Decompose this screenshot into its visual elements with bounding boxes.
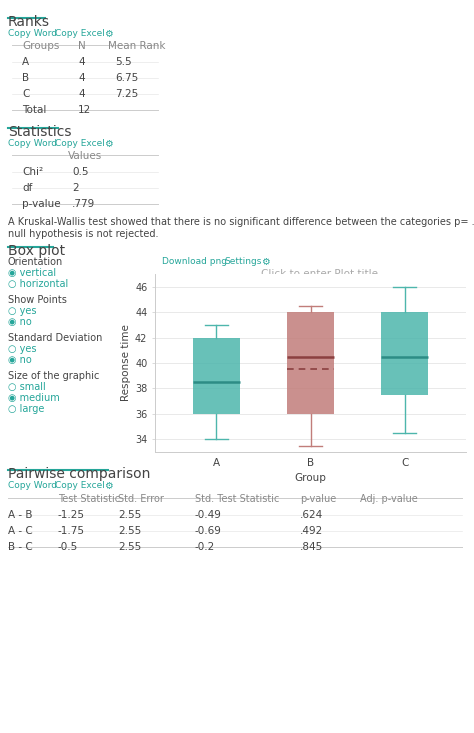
Text: ○ large: ○ large bbox=[8, 404, 45, 414]
Text: p-value: p-value bbox=[300, 494, 336, 504]
Y-axis label: Response time: Response time bbox=[121, 325, 131, 402]
Text: 6.75: 6.75 bbox=[115, 73, 138, 83]
Text: Values: Values bbox=[68, 151, 102, 161]
Text: ○ small: ○ small bbox=[8, 382, 46, 392]
Text: Copy Word: Copy Word bbox=[8, 139, 57, 148]
Text: 4: 4 bbox=[78, 89, 85, 99]
Text: 7.25: 7.25 bbox=[115, 89, 138, 99]
Text: -0.69: -0.69 bbox=[195, 526, 222, 536]
FancyBboxPatch shape bbox=[193, 338, 240, 414]
Text: ◉ medium: ◉ medium bbox=[8, 393, 60, 403]
Text: A - B: A - B bbox=[8, 510, 33, 520]
Text: Ranks: Ranks bbox=[8, 15, 50, 29]
Text: Mean Rank: Mean Rank bbox=[108, 41, 165, 51]
Text: .779: .779 bbox=[72, 199, 95, 209]
Text: -0.5: -0.5 bbox=[58, 542, 78, 552]
Text: Orientation: Orientation bbox=[8, 257, 63, 267]
Text: 2.55: 2.55 bbox=[118, 526, 141, 536]
Text: Copy Excel: Copy Excel bbox=[55, 481, 105, 490]
Text: .624: .624 bbox=[300, 510, 323, 520]
Text: Std. Error: Std. Error bbox=[118, 494, 164, 504]
Text: Chi²: Chi² bbox=[22, 167, 43, 177]
Text: Show Points: Show Points bbox=[8, 295, 67, 305]
Text: 2.55: 2.55 bbox=[118, 510, 141, 520]
Text: Copy Word: Copy Word bbox=[8, 29, 57, 38]
Text: ○ yes: ○ yes bbox=[8, 306, 36, 316]
Text: p-value: p-value bbox=[22, 199, 61, 209]
Text: -1.75: -1.75 bbox=[58, 526, 85, 536]
Text: -0.2: -0.2 bbox=[195, 542, 215, 552]
FancyBboxPatch shape bbox=[287, 312, 334, 414]
Text: Standard Deviation: Standard Deviation bbox=[8, 333, 102, 343]
Text: ⚙: ⚙ bbox=[104, 29, 113, 39]
Text: 0.5: 0.5 bbox=[72, 167, 89, 177]
Text: 5.5: 5.5 bbox=[115, 57, 132, 67]
Text: 2.55: 2.55 bbox=[118, 542, 141, 552]
Text: 4: 4 bbox=[78, 57, 85, 67]
Text: 4: 4 bbox=[78, 73, 85, 83]
Text: -0.49: -0.49 bbox=[195, 510, 222, 520]
Text: null hypothesis is not rejected.: null hypothesis is not rejected. bbox=[8, 229, 158, 239]
Text: -1.25: -1.25 bbox=[58, 510, 85, 520]
Text: Copy Word: Copy Word bbox=[8, 481, 57, 490]
X-axis label: Group: Group bbox=[294, 473, 327, 483]
FancyBboxPatch shape bbox=[381, 312, 428, 395]
Text: Test Statistic: Test Statistic bbox=[58, 494, 120, 504]
Text: A Kruskal-Wallis test showed that there is no significant difference between the: A Kruskal-Wallis test showed that there … bbox=[8, 217, 474, 227]
Text: B - C: B - C bbox=[8, 542, 33, 552]
Text: 2: 2 bbox=[72, 183, 79, 193]
Text: .845: .845 bbox=[300, 542, 323, 552]
Text: ⚙: ⚙ bbox=[261, 257, 270, 267]
Text: C: C bbox=[22, 89, 29, 99]
Text: B: B bbox=[22, 73, 29, 83]
Text: N: N bbox=[78, 41, 86, 51]
Text: df: df bbox=[22, 183, 32, 193]
Text: ◉ vertical: ◉ vertical bbox=[8, 268, 56, 278]
Text: Click to enter Plot title: Click to enter Plot title bbox=[262, 269, 379, 279]
Text: A - C: A - C bbox=[8, 526, 33, 536]
Text: ◉ no: ◉ no bbox=[8, 317, 32, 327]
Text: .492: .492 bbox=[300, 526, 323, 536]
Text: ○ horizontal: ○ horizontal bbox=[8, 279, 68, 289]
Text: Pairwise comparison: Pairwise comparison bbox=[8, 467, 150, 481]
Text: Total: Total bbox=[22, 105, 46, 115]
Text: ○ yes: ○ yes bbox=[8, 344, 36, 354]
Text: Std. Test Statistic: Std. Test Statistic bbox=[195, 494, 279, 504]
Text: Copy Excel: Copy Excel bbox=[55, 139, 105, 148]
Text: Box plot: Box plot bbox=[8, 244, 65, 258]
Text: Settings: Settings bbox=[224, 257, 261, 266]
Text: Groups: Groups bbox=[22, 41, 59, 51]
Text: Download png: Download png bbox=[162, 257, 227, 266]
Text: ⚙: ⚙ bbox=[104, 481, 113, 491]
Text: A: A bbox=[22, 57, 29, 67]
Text: 12: 12 bbox=[78, 105, 91, 115]
Text: Adj. p-value: Adj. p-value bbox=[360, 494, 418, 504]
Text: Size of the graphic: Size of the graphic bbox=[8, 371, 100, 381]
Text: ⚙: ⚙ bbox=[104, 139, 113, 149]
Text: ◉ no: ◉ no bbox=[8, 355, 32, 365]
Text: Copy Excel: Copy Excel bbox=[55, 29, 105, 38]
Text: Statistics: Statistics bbox=[8, 125, 72, 139]
